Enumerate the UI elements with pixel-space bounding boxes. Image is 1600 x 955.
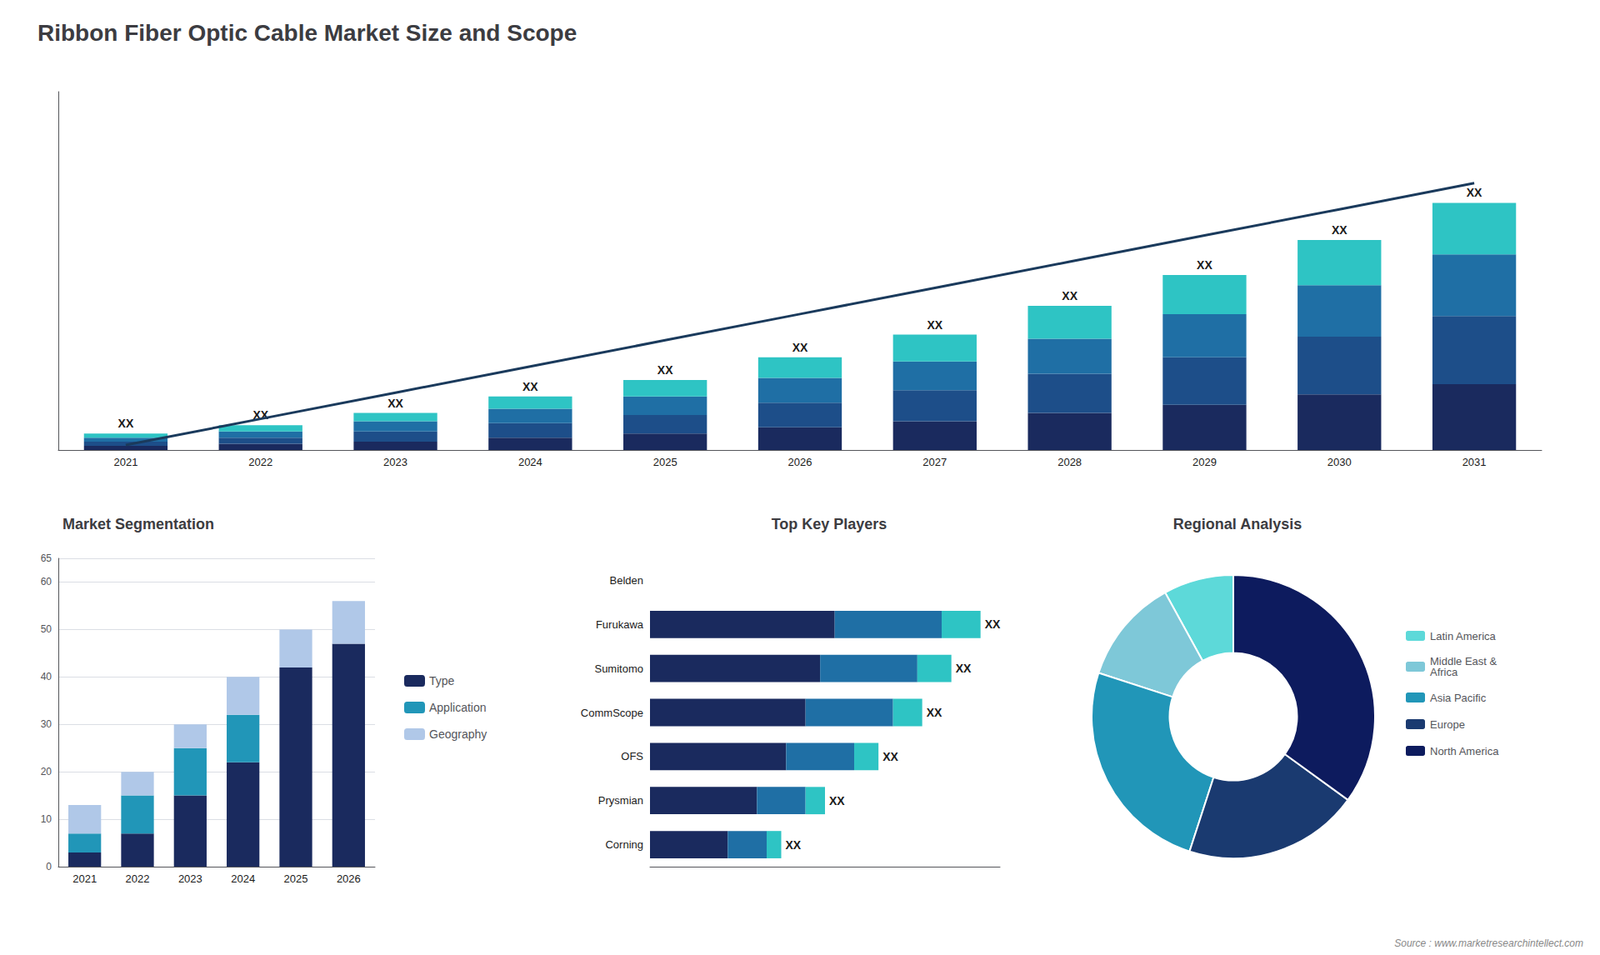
svg-text:2024: 2024 <box>518 455 543 469</box>
svg-text:Regional Analysis: Regional Analysis <box>1173 515 1302 533</box>
svg-text:Source : www.marketresearchint: Source : www.marketresearchintellect.com <box>1394 937 1584 950</box>
svg-text:2028: 2028 <box>1057 455 1082 469</box>
svg-text:50: 50 <box>40 623 53 635</box>
svg-text:65: 65 <box>40 552 53 565</box>
svg-text:Type: Type <box>429 674 455 688</box>
svg-text:Sumitomo: Sumitomo <box>594 662 644 675</box>
svg-text:XX: XX <box>1466 185 1483 200</box>
svg-text:OFS: OFS <box>620 750 644 763</box>
svg-text:XX: XX <box>118 416 135 430</box>
svg-text:Top Key Players: Top Key Players <box>771 515 888 533</box>
svg-text:XX: XX <box>1061 289 1078 303</box>
svg-text:XX: XX <box>926 318 943 332</box>
svg-text:0: 0 <box>45 860 52 873</box>
svg-text:XX: XX <box>657 363 674 377</box>
svg-text:Market Segmentation: Market Segmentation <box>62 515 215 533</box>
svg-text:North America: North America <box>1430 745 1500 758</box>
svg-text:Furukawa: Furukawa <box>595 618 645 631</box>
svg-text:Belden: Belden <box>610 574 644 587</box>
svg-text:XX: XX <box>1196 258 1213 272</box>
svg-text:XX: XX <box>955 661 972 675</box>
svg-text:XX: XX <box>882 750 899 764</box>
svg-text:Geography: Geography <box>429 727 487 741</box>
svg-text:2023: 2023 <box>178 872 203 885</box>
svg-text:Europe: Europe <box>1430 718 1465 731</box>
svg-text:2021: 2021 <box>113 455 138 469</box>
svg-text:XX: XX <box>792 340 809 355</box>
svg-text:2024: 2024 <box>230 872 255 885</box>
svg-text:Corning: Corning <box>605 838 644 851</box>
svg-text:Latin America: Latin America <box>1430 630 1497 643</box>
svg-text:30: 30 <box>40 718 53 730</box>
svg-text:2023: 2023 <box>383 455 408 469</box>
svg-text:XX: XX <box>829 794 845 808</box>
svg-text:2022: 2022 <box>248 455 273 469</box>
svg-text:2026: 2026 <box>336 872 361 885</box>
svg-text:Africa: Africa <box>1430 665 1459 679</box>
svg-text:10: 10 <box>40 813 53 825</box>
svg-text:2022: 2022 <box>125 872 150 885</box>
svg-text:2030: 2030 <box>1327 455 1352 469</box>
svg-text:40: 40 <box>40 670 53 683</box>
svg-text:2027: 2027 <box>922 455 947 469</box>
svg-text:2021: 2021 <box>72 872 97 885</box>
svg-text:XX: XX <box>926 705 943 720</box>
svg-text:2026: 2026 <box>788 455 813 469</box>
svg-text:2029: 2029 <box>1192 455 1217 469</box>
svg-text:20: 20 <box>40 765 53 778</box>
svg-text:Asia Pacific: Asia Pacific <box>1430 691 1487 705</box>
svg-text:Application: Application <box>429 700 487 715</box>
svg-text:Ribbon Fiber Optic Cable Marke: Ribbon Fiber Optic Cable Market Size and… <box>37 20 577 46</box>
svg-text:2025: 2025 <box>284 872 309 885</box>
svg-text:60: 60 <box>40 575 53 588</box>
svg-text:Middle East &: Middle East & <box>1430 655 1497 668</box>
svg-text:XX: XX <box>387 396 404 410</box>
svg-text:XX: XX <box>1331 223 1348 237</box>
svg-text:XX: XX <box>985 617 1001 631</box>
svg-text:XX: XX <box>522 380 539 394</box>
svg-text:2031: 2031 <box>1462 455 1487 469</box>
svg-text:CommScope: CommScope <box>580 706 644 720</box>
svg-text:2025: 2025 <box>653 455 678 469</box>
svg-text:XX: XX <box>785 838 802 852</box>
svg-text:Prysmian: Prysmian <box>598 794 644 807</box>
svg-text:XX: XX <box>252 408 269 422</box>
